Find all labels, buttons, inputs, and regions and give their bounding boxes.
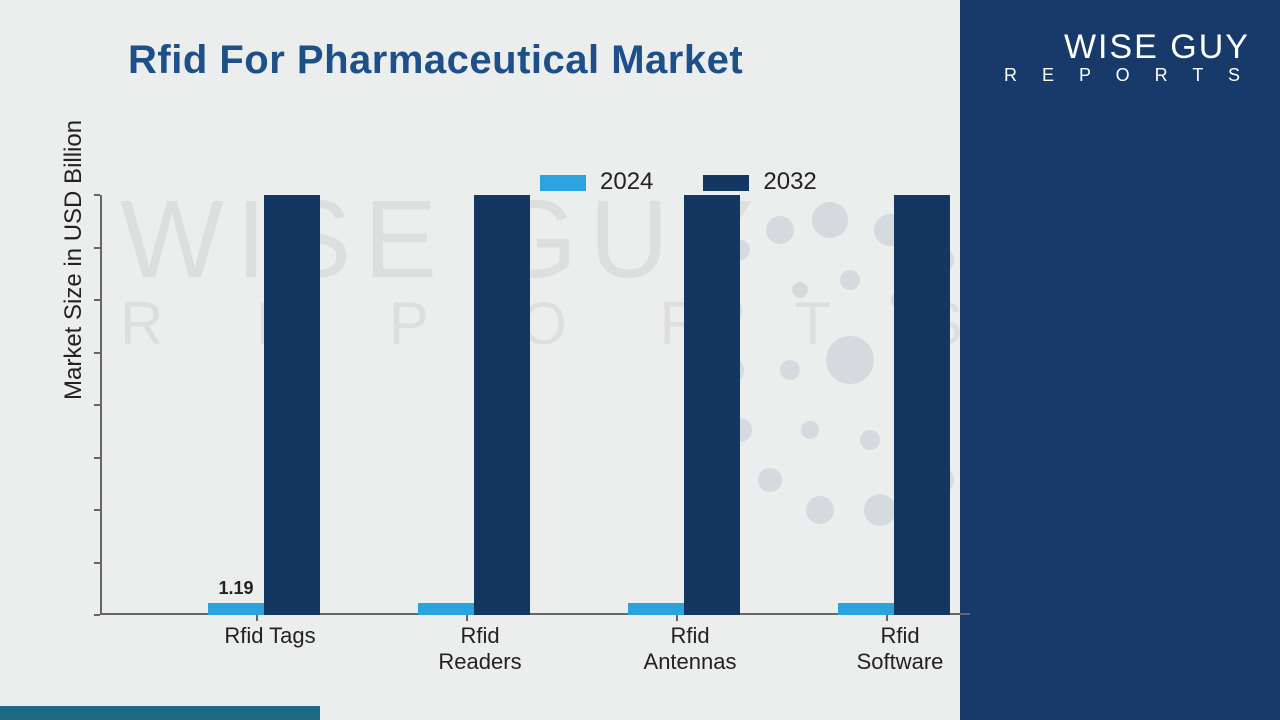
category-label: RfidSoftware: [800, 615, 1000, 676]
legend-label-2024: 2024: [600, 168, 653, 195]
category-label: RfidReaders: [380, 615, 580, 676]
bar-2032: [474, 195, 530, 615]
y-tick: [94, 509, 100, 511]
bar-group: RfidSoftware: [830, 195, 970, 615]
brand-logo: WISE GUY R E P O R T S: [1004, 30, 1250, 84]
brand-line2: R E P O R T S: [1004, 66, 1250, 84]
legend-swatch-2032: [703, 175, 749, 191]
bar-2032: [684, 195, 740, 615]
y-tick: [94, 457, 100, 459]
bar-value-label: 1.19: [208, 578, 264, 603]
chart-plot: 1.19Rfid Tags RfidReaders RfidAntennas Rfid…: [100, 195, 970, 615]
bar-2024: [838, 603, 894, 615]
brand-line1: WISE GUY: [1004, 30, 1250, 64]
y-tick: [94, 404, 100, 406]
y-tick: [94, 194, 100, 196]
bottom-strip: [0, 706, 320, 720]
bar-group: RfidAntennas: [620, 195, 760, 615]
category-label: Rfid Tags: [170, 615, 370, 649]
bar-2032: [264, 195, 320, 615]
chart-title: Rfid For Pharmaceutical Market: [128, 38, 743, 83]
legend-swatch-2024: [540, 175, 586, 191]
right-panel: [960, 0, 1280, 720]
legend-item-2024: 2024: [540, 168, 653, 196]
legend: 2024 2032: [540, 168, 817, 196]
y-tick: [94, 614, 100, 616]
legend-item-2032: 2032: [703, 168, 816, 196]
bar-group: RfidReaders: [410, 195, 550, 615]
y-tick: [94, 352, 100, 354]
y-tick: [94, 247, 100, 249]
stage: WISE GUY R E P O R T S Rfid For Pharmace…: [0, 0, 1280, 720]
bar-2024: [418, 603, 474, 615]
y-tick: [94, 562, 100, 564]
bar-2032: [894, 195, 950, 615]
bar-2024: [628, 603, 684, 615]
bar-2024: 1.19: [208, 603, 264, 615]
y-tick: [94, 299, 100, 301]
bar-group: 1.19Rfid Tags: [200, 195, 340, 615]
y-axis: [100, 195, 102, 615]
legend-label-2032: 2032: [763, 168, 816, 195]
y-axis-label: Market Size in USD Billion: [60, 120, 88, 400]
category-label: RfidAntennas: [590, 615, 790, 676]
